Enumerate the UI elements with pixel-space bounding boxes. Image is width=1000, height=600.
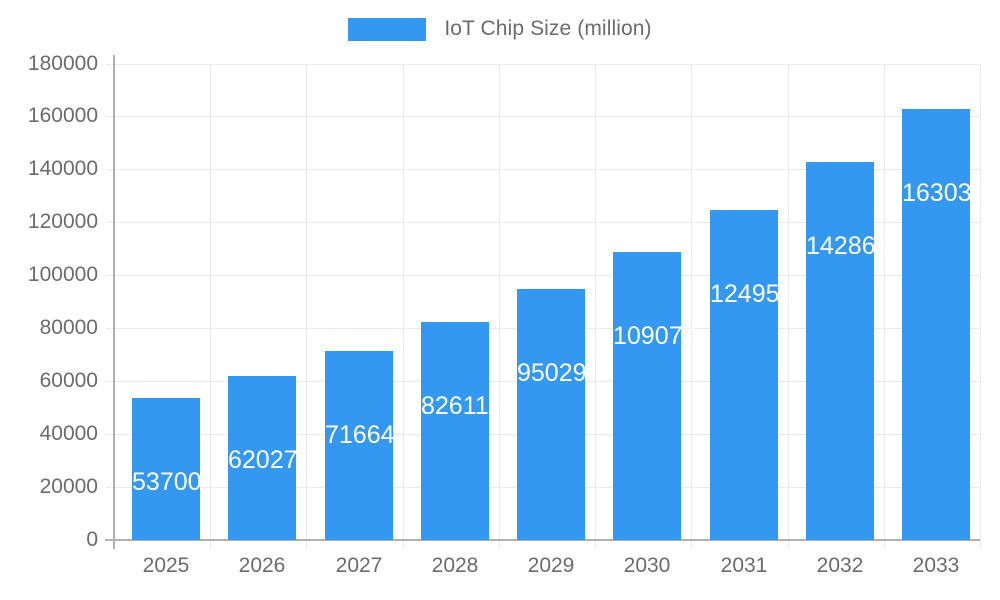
y-axis-labels: 0 20000 40000 60000 80000 100000 120000 …	[0, 0, 114, 600]
gridline-horizontal	[106, 64, 980, 65]
bar-2033[interactable]	[902, 109, 970, 540]
y-axis-line	[113, 55, 115, 549]
bar-2028[interactable]	[421, 322, 489, 540]
bar-2032[interactable]	[806, 162, 874, 540]
gridline-horizontal	[106, 275, 980, 276]
bar-series-iot-chip-size: 53700 62027 71664 82611 95029 109079 124…	[114, 64, 985, 540]
x-axis-tick-label: 2031	[720, 554, 768, 577]
x-axis-tick-label: 2032	[816, 554, 864, 577]
gridline-vertical	[691, 64, 692, 548]
gridline-vertical	[499, 64, 500, 548]
x-axis-tick-label: 2028	[431, 554, 479, 577]
gridline-horizontal	[106, 169, 980, 170]
bar-2026[interactable]	[228, 376, 296, 540]
bar-2025[interactable]	[132, 398, 200, 540]
gridline-horizontal	[106, 222, 980, 223]
chart-legend: IoT Chip Size (million)	[0, 12, 1000, 46]
y-axis-tick-label: 40000	[39, 422, 98, 445]
gridline-vertical	[210, 64, 211, 548]
x-axis-line	[105, 539, 980, 541]
gridline-vertical	[595, 64, 596, 548]
gridline-vertical	[306, 64, 307, 548]
gridline-vertical	[403, 64, 404, 548]
y-axis-tick-label: 120000	[27, 210, 98, 233]
gridline-vertical	[884, 64, 885, 548]
y-axis-tick-label: 100000	[27, 263, 98, 286]
y-axis-tick-label: 60000	[39, 369, 98, 392]
x-axis-labels: 2025 2026 2027 2028 2029 2030 2031 2032 …	[114, 554, 980, 594]
y-axis-tick-label: 160000	[27, 104, 98, 127]
y-axis-tick-label: 20000	[39, 475, 98, 498]
bar-2029[interactable]	[517, 289, 585, 540]
bar-2031[interactable]	[710, 210, 778, 540]
gridline-vertical	[788, 64, 789, 548]
gridline-horizontal	[106, 116, 980, 117]
bar-2030[interactable]	[613, 252, 681, 540]
x-axis-tick-label: 2033	[912, 554, 960, 577]
x-axis-tick-label: 2026	[238, 554, 286, 577]
y-axis-tick-label: 140000	[27, 157, 98, 180]
legend-label: IoT Chip Size (million)	[444, 17, 652, 40]
legend-color-swatch	[348, 17, 427, 41]
gridline-vertical	[980, 64, 981, 548]
x-axis-tick-label: 2025	[142, 554, 190, 577]
y-axis-tick-label: 0	[86, 528, 98, 551]
bar-2027[interactable]	[325, 351, 393, 540]
plot-area: 53700 62027 71664 82611 95029 109079 124…	[105, 55, 985, 549]
x-axis-tick-label: 2027	[335, 554, 383, 577]
x-axis-tick-label: 2029	[527, 554, 575, 577]
y-axis-tick-label: 180000	[27, 52, 98, 75]
legend-item-iot-chip-size[interactable]: IoT Chip Size (million)	[348, 17, 652, 41]
y-axis-tick-label: 80000	[39, 316, 98, 339]
x-axis-tick-label: 2030	[623, 554, 671, 577]
